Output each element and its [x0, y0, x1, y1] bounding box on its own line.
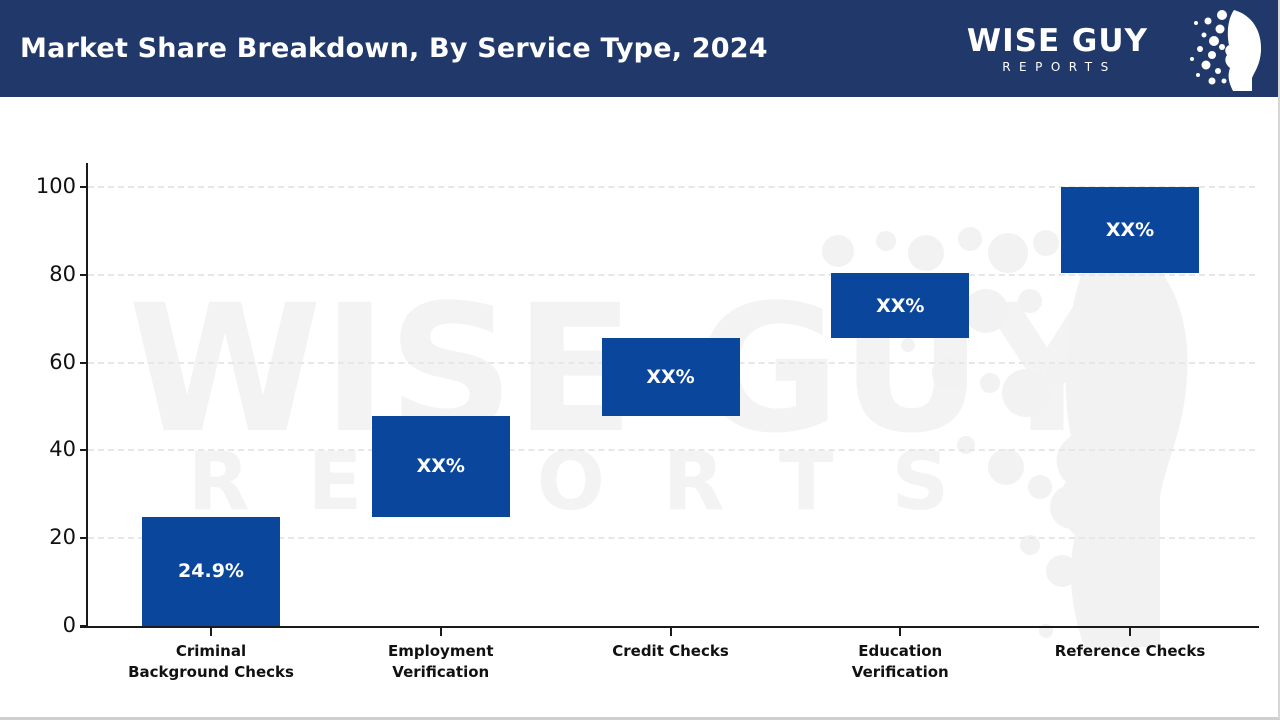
bar-value-label: XX% [876, 294, 925, 317]
x-category-label: Credit Checks [612, 642, 729, 660]
waterfall-chart: WISE GUY REPORTS 0 20 40 60 80 100 24.9% XX% XX… [0, 97, 1278, 717]
x-tick-mark [210, 628, 212, 636]
header-bar: Market Share Breakdown, By Service Type,… [0, 0, 1278, 97]
bar-value-label: XX% [1105, 219, 1155, 242]
bar-value-label: XX% [646, 366, 695, 389]
x-category-label: Education Verification [851, 642, 949, 681]
watermark-head-icon [822, 227, 1188, 647]
x-category-label: Employment Verification [388, 642, 494, 681]
y-tick-mark [80, 186, 88, 188]
gridline-80 [88, 273, 1255, 276]
bar-5: XX% [1061, 187, 1199, 274]
logo-primary-text: WISE GUY [966, 22, 1148, 59]
bar-2: XX% [371, 416, 510, 517]
x-category-label: Reference Checks [1054, 642, 1206, 660]
gridline-40 [88, 449, 1255, 452]
x-tick-mark [669, 628, 672, 636]
gridline-20 [88, 537, 1255, 540]
bar-value-label: XX% [416, 455, 465, 478]
y-tick-mark [80, 449, 88, 452]
y-tick-label: 60 [49, 349, 76, 374]
bar-value-label: 24.9% [178, 560, 244, 583]
y-tick-label: 40 [49, 437, 76, 462]
bar-3: XX% [601, 338, 740, 417]
x-axis-line [80, 626, 1259, 628]
y-tick-mark [80, 537, 88, 540]
x-category-label: Criminal Background Checks [128, 642, 294, 681]
y-tick-label: 0 [62, 613, 76, 637]
x-tick-mark [439, 628, 442, 636]
y-tick-label: 20 [49, 525, 76, 550]
x-tick-mark [899, 628, 902, 636]
y-tick-label: 100 [35, 174, 76, 198]
y-tick-mark [80, 273, 88, 276]
x-tick-mark [1129, 628, 1131, 636]
bar-1: 24.9% [142, 516, 280, 626]
logo-face-icon [1190, 9, 1262, 91]
logo-wordmark: WISE GUY REPORTS [967, 24, 1148, 74]
bar-4: XX% [831, 273, 970, 338]
wise-guy-logo: WISE GUY REPORTS [967, 7, 1266, 91]
logo-secondary-text: REPORTS [1002, 59, 1117, 74]
y-axis-line [86, 163, 88, 628]
page-title: Market Share Breakdown, By Service Type,… [20, 33, 768, 64]
y-tick-mark [80, 361, 88, 364]
gridline-100 [88, 186, 1255, 188]
y-tick-label: 80 [49, 261, 76, 286]
